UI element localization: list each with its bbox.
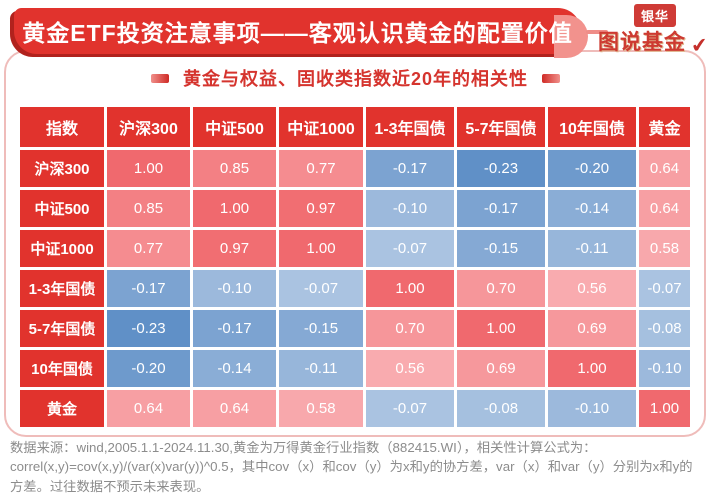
correlation-cell: -0.07: [366, 390, 454, 427]
correlation-cell: 0.56: [366, 350, 454, 387]
correlation-cell: -0.07: [639, 270, 690, 307]
correlation-cell: -0.20: [107, 350, 190, 387]
correlation-cell: -0.10: [548, 390, 636, 427]
correlation-cell: 0.70: [457, 270, 545, 307]
correlation-cell: 0.58: [279, 390, 363, 427]
column-header: 5-7年国债: [457, 107, 545, 147]
correlation-cell: -0.15: [457, 230, 545, 267]
correlation-cell: 1.00: [639, 390, 690, 427]
correlation-cell: 0.64: [107, 390, 190, 427]
row-label: 沪深300: [20, 150, 104, 187]
divider-dash-icon: [586, 30, 608, 34]
correlation-cell: 0.56: [548, 270, 636, 307]
correlation-cell: -0.11: [548, 230, 636, 267]
corner-cell: 指数: [20, 107, 104, 147]
correlation-cell: -0.14: [548, 190, 636, 227]
correlation-cell: -0.23: [457, 150, 545, 187]
correlation-cell: -0.20: [548, 150, 636, 187]
column-header: 沪深300: [107, 107, 190, 147]
page-title: 黄金ETF投资注意事项——客观认识黄金的配置价值: [22, 20, 573, 46]
column-header: 中证1000: [279, 107, 363, 147]
correlation-cell: -0.17: [366, 150, 454, 187]
correlation-cell: -0.15: [279, 310, 363, 347]
correlation-cell: 0.64: [193, 390, 276, 427]
column-header: 黄金: [639, 107, 690, 147]
section-subtitle: 黄金与权益、固收类指数近20年的相关性: [0, 64, 711, 92]
correlation-cell: 1.00: [107, 150, 190, 187]
checkmark-icon: ✔: [690, 34, 710, 58]
row-label: 5-7年国债: [20, 310, 104, 347]
title-banner: 黄金ETF投资注意事项——客观认识黄金的配置价值: [14, 8, 588, 58]
correlation-cell: -0.14: [193, 350, 276, 387]
bullet-square-icon: [150, 73, 169, 83]
correlation-cell: 1.00: [548, 350, 636, 387]
row-label: 中证1000: [20, 230, 104, 267]
correlation-cell: 0.85: [193, 150, 276, 187]
correlation-cell: 0.69: [457, 350, 545, 387]
correlation-cell: -0.17: [457, 190, 545, 227]
correlation-cell: 0.64: [639, 150, 690, 187]
correlation-table: 指数 沪深300 中证500 中证1000 1-3年国债 5-7年国债 10年国债 黄金 沪深3…: [20, 107, 690, 427]
correlation-cell: 0.58: [639, 230, 690, 267]
correlation-cell: 0.69: [548, 310, 636, 347]
row-label: 黄金: [20, 390, 104, 427]
correlation-cell: 0.77: [107, 230, 190, 267]
correlation-cell: 0.97: [193, 230, 276, 267]
row-label: 1-3年国债: [20, 270, 104, 307]
correlation-cell: -0.07: [279, 270, 363, 307]
correlation-cell: -0.08: [457, 390, 545, 427]
correlation-cell: -0.17: [107, 270, 190, 307]
row-label: 10年国债: [20, 350, 104, 387]
correlation-cell: 0.70: [366, 310, 454, 347]
column-header: 10年国债: [548, 107, 636, 147]
correlation-cell: -0.07: [366, 230, 454, 267]
footnote-text: 数据来源：wind,2005.1.1-2024.11.30,黄金为万得黄金行业指…: [10, 440, 693, 494]
correlation-cell: 0.77: [279, 150, 363, 187]
correlation-cell: -0.10: [193, 270, 276, 307]
correlation-cell: -0.10: [366, 190, 454, 227]
correlation-cell: 0.64: [639, 190, 690, 227]
correlation-cell: 0.97: [279, 190, 363, 227]
correlation-cell: -0.10: [639, 350, 690, 387]
column-header: 1-3年国债: [366, 107, 454, 147]
brand-name-badge: 银华: [634, 4, 677, 27]
subtitle-text: 黄金与权益、固收类指数近20年的相关性: [182, 69, 529, 89]
correlation-cell: 1.00: [193, 190, 276, 227]
brand-series-label: 图说基金: [598, 31, 686, 54]
correlation-cell: 1.00: [279, 230, 363, 267]
correlation-cell: -0.23: [107, 310, 190, 347]
correlation-cell: -0.11: [279, 350, 363, 387]
bullet-square-icon: [542, 73, 561, 83]
column-header: 中证500: [193, 107, 276, 147]
correlation-cell: -0.08: [639, 310, 690, 347]
correlation-cell: -0.17: [193, 310, 276, 347]
correlation-cell: 1.00: [457, 310, 545, 347]
row-label: 中证500: [20, 190, 104, 227]
brand-logo: 银华 图说基金 ✔: [598, 4, 710, 62]
correlation-cell: 1.00: [366, 270, 454, 307]
correlation-cell: 0.85: [107, 190, 190, 227]
